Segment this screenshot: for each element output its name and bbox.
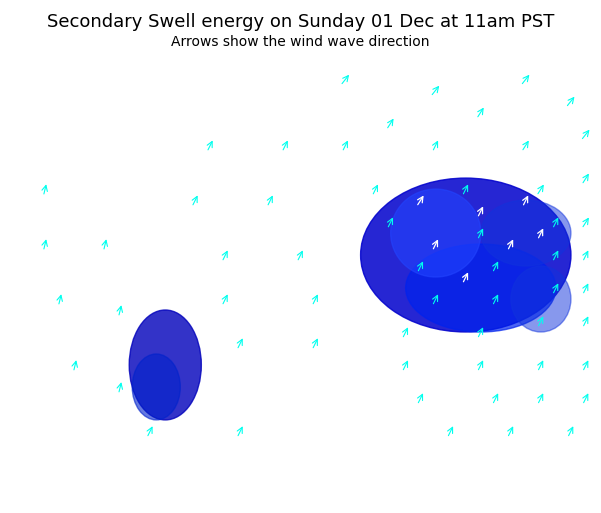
Ellipse shape xyxy=(406,244,556,332)
Text: Secondary Swell energy on Sunday 01 Dec at 11am PST: Secondary Swell energy on Sunday 01 Dec … xyxy=(47,13,554,31)
Text: Arrows show the wind wave direction: Arrows show the wind wave direction xyxy=(171,34,430,49)
Ellipse shape xyxy=(361,178,571,332)
Ellipse shape xyxy=(132,354,180,420)
Ellipse shape xyxy=(481,200,571,266)
Ellipse shape xyxy=(391,189,481,277)
Ellipse shape xyxy=(129,310,201,420)
Ellipse shape xyxy=(511,266,571,332)
